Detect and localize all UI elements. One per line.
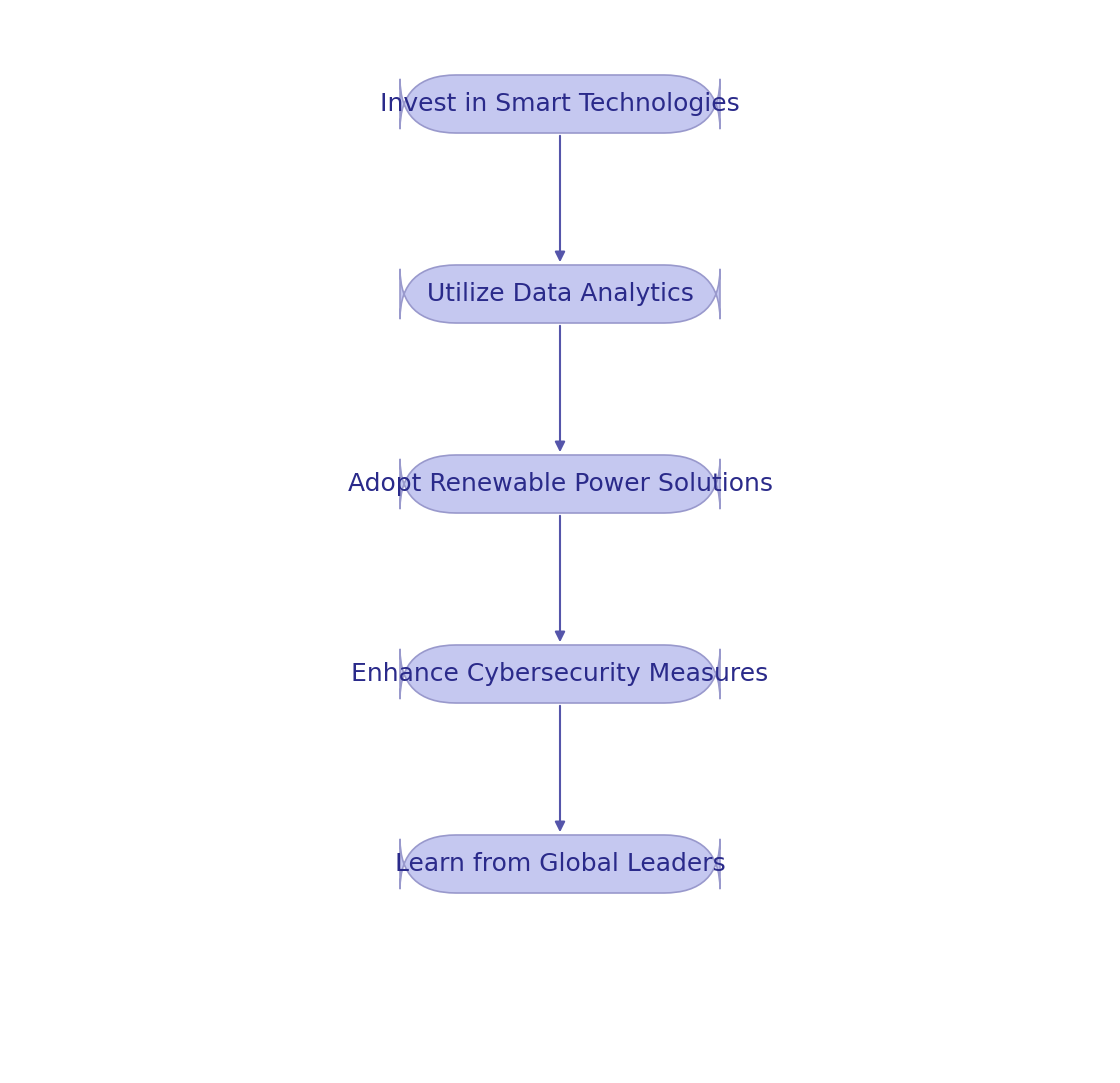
FancyBboxPatch shape bbox=[400, 645, 720, 703]
FancyBboxPatch shape bbox=[400, 265, 720, 323]
Text: Enhance Cybersecurity Measures: Enhance Cybersecurity Measures bbox=[352, 662, 768, 686]
Text: Utilize Data Analytics: Utilize Data Analytics bbox=[427, 282, 693, 306]
Text: Learn from Global Leaders: Learn from Global Leaders bbox=[394, 852, 726, 876]
FancyBboxPatch shape bbox=[400, 835, 720, 893]
FancyBboxPatch shape bbox=[400, 455, 720, 513]
Text: Adopt Renewable Power Solutions: Adopt Renewable Power Solutions bbox=[347, 472, 773, 496]
FancyBboxPatch shape bbox=[400, 75, 720, 133]
Text: Invest in Smart Technologies: Invest in Smart Technologies bbox=[380, 92, 740, 116]
